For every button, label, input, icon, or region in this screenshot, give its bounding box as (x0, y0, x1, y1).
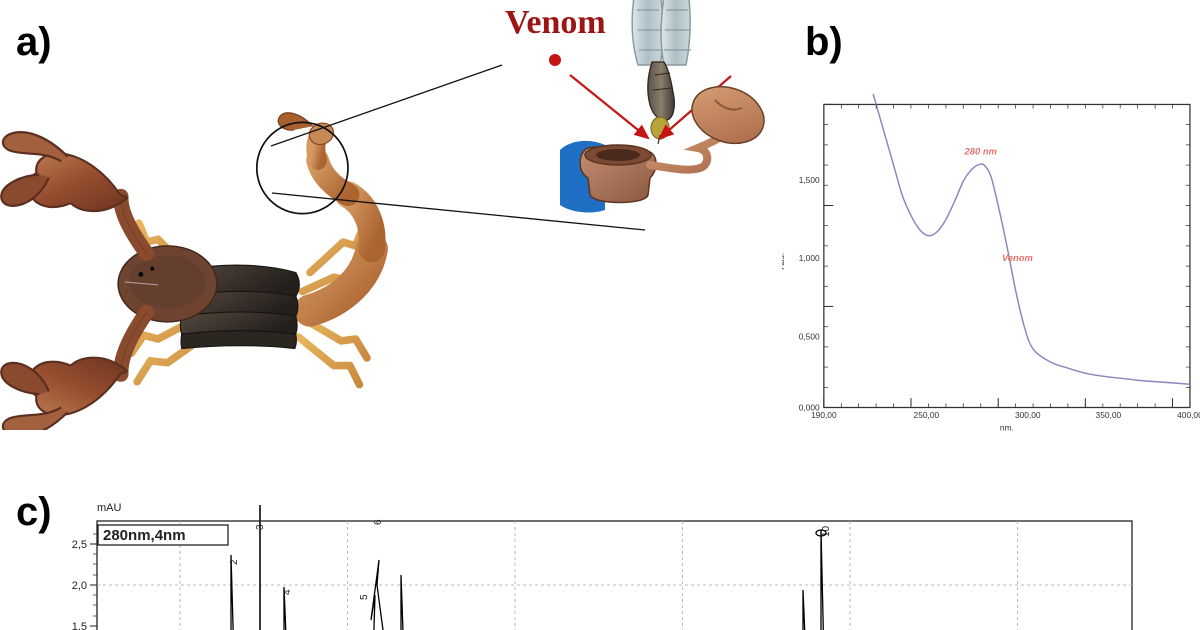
svg-text:280 nm: 280 nm (964, 146, 997, 157)
svg-text:6: 6 (373, 519, 384, 525)
svg-text:2: 2 (229, 559, 240, 565)
svg-text:0,500: 0,500 (799, 332, 820, 342)
svg-text:mAU: mAU (97, 502, 122, 514)
svg-text:300,00: 300,00 (1015, 410, 1041, 420)
svg-text:Abs.: Abs. (782, 253, 786, 270)
svg-text:280nm,4nm: 280nm,4nm (103, 527, 186, 544)
svg-text:2,0: 2,0 (72, 580, 87, 592)
svg-text:1,5: 1,5 (72, 621, 87, 630)
svg-text:1,500: 1,500 (799, 175, 820, 185)
svg-text:250,00: 250,00 (914, 410, 940, 420)
svg-text:0,000: 0,000 (799, 403, 820, 413)
svg-text:3: 3 (255, 524, 266, 530)
svg-text:2,5: 2,5 (72, 539, 87, 551)
svg-text:Venom: Venom (1002, 252, 1033, 263)
svg-text:5: 5 (359, 594, 370, 600)
svg-text:400,00: 400,00 (1177, 410, 1200, 420)
svg-text:4: 4 (282, 589, 293, 595)
svg-text:nm.: nm. (1000, 422, 1014, 432)
svg-text:350,00: 350,00 (1096, 410, 1122, 420)
svg-text:1,000: 1,000 (799, 253, 820, 263)
